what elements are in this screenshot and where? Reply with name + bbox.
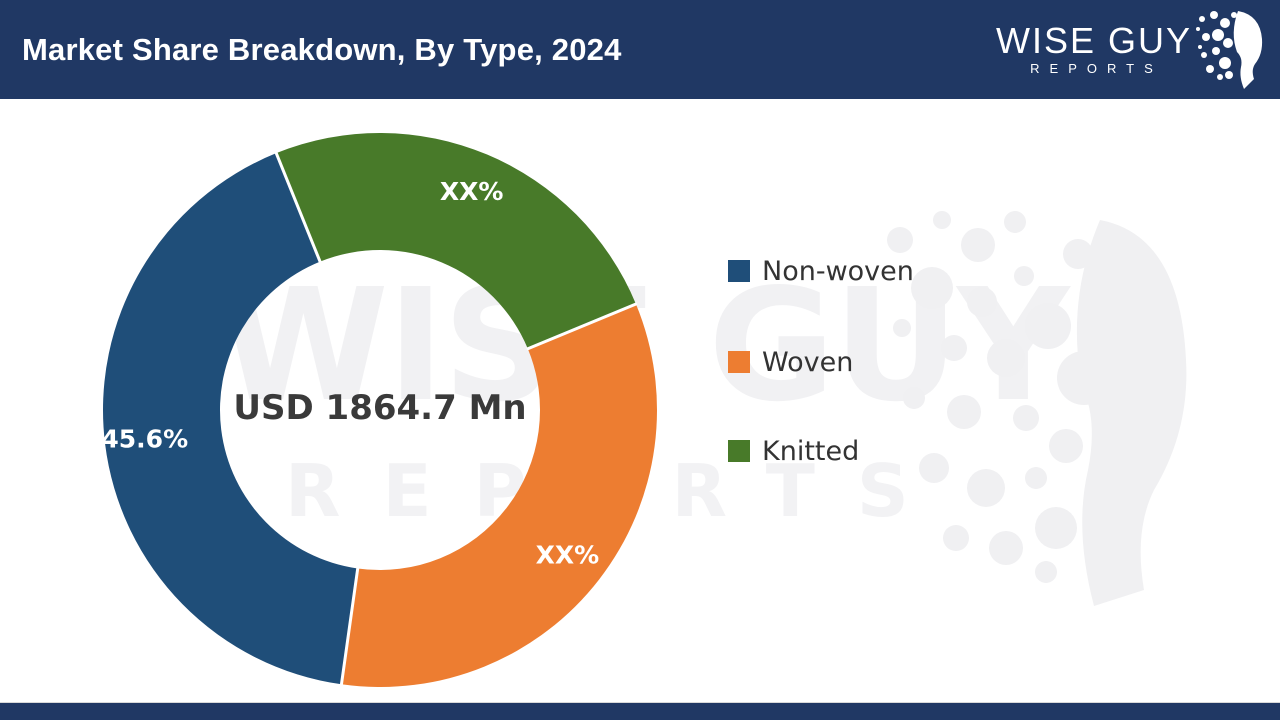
- wedge-separator: [339, 567, 360, 686]
- wedge-separator: [274, 151, 322, 264]
- legend-label: Woven: [762, 346, 854, 378]
- donut-wedge-knitted: [276, 133, 636, 349]
- legend-label: Non-woven: [762, 255, 914, 287]
- header-bar: Market Share Breakdown, By Type, 2024 WI…: [0, 0, 1280, 99]
- legend-swatch: [728, 440, 750, 462]
- brand-logo: WISE GUY REPORTS: [996, 7, 1266, 93]
- legend-swatch: [728, 351, 750, 373]
- brand-wordmark: WISE GUY REPORTS: [995, 20, 1192, 77]
- brand-name: WISE GUY: [995, 20, 1192, 61]
- legend-swatch: [728, 260, 750, 282]
- chart-title: Market Share Breakdown, By Type, 2024: [22, 31, 622, 67]
- legend-item-non-woven: Non-woven: [728, 255, 914, 287]
- wedge-value-label: XX%: [536, 541, 600, 570]
- donut-wedge-woven: [341, 303, 657, 687]
- donut-wedge-non-woven: [103, 153, 358, 685]
- brand-subtitle: REPORTS: [1030, 61, 1163, 76]
- donut-center-value: USD 1864.7 Mn: [233, 388, 527, 428]
- watermark-face: [887, 211, 1187, 606]
- footer-bar: [0, 702, 1280, 720]
- wedge-value-label: 45.6%: [101, 424, 188, 453]
- brand-face-icon: [1196, 10, 1263, 89]
- wedge-value-label: XX%: [440, 177, 504, 206]
- legend-item-knitted: Knitted: [728, 435, 860, 467]
- legend-item-woven: Woven: [728, 346, 854, 378]
- wedge-separator: [526, 302, 638, 351]
- legend-label: Knitted: [762, 435, 860, 467]
